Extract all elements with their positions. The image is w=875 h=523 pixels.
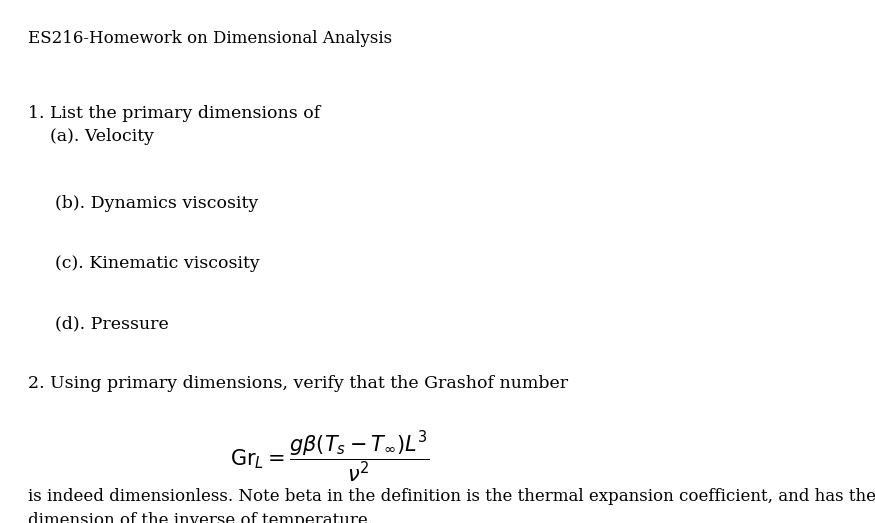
Text: 2. Using primary dimensions, verify that the Grashof number: 2. Using primary dimensions, verify that… bbox=[28, 375, 568, 392]
Text: (a). Velocity: (a). Velocity bbox=[28, 128, 154, 145]
Text: (d). Pressure: (d). Pressure bbox=[55, 315, 169, 332]
Text: $\mathrm{Gr}_L = \dfrac{g\beta(T_s - T_\infty)L^3}{\nu^2}$: $\mathrm{Gr}_L = \dfrac{g\beta(T_s - T_\… bbox=[230, 430, 430, 485]
Text: (b). Dynamics viscosity: (b). Dynamics viscosity bbox=[55, 195, 258, 212]
Text: (c). Kinematic viscosity: (c). Kinematic viscosity bbox=[55, 255, 260, 272]
Text: is indeed dimensionless. Note beta in the definition is the thermal expansion co: is indeed dimensionless. Note beta in th… bbox=[28, 488, 875, 523]
Text: ES216-Homework on Dimensional Analysis: ES216-Homework on Dimensional Analysis bbox=[28, 30, 392, 47]
Text: 1. List the primary dimensions of: 1. List the primary dimensions of bbox=[28, 105, 320, 122]
